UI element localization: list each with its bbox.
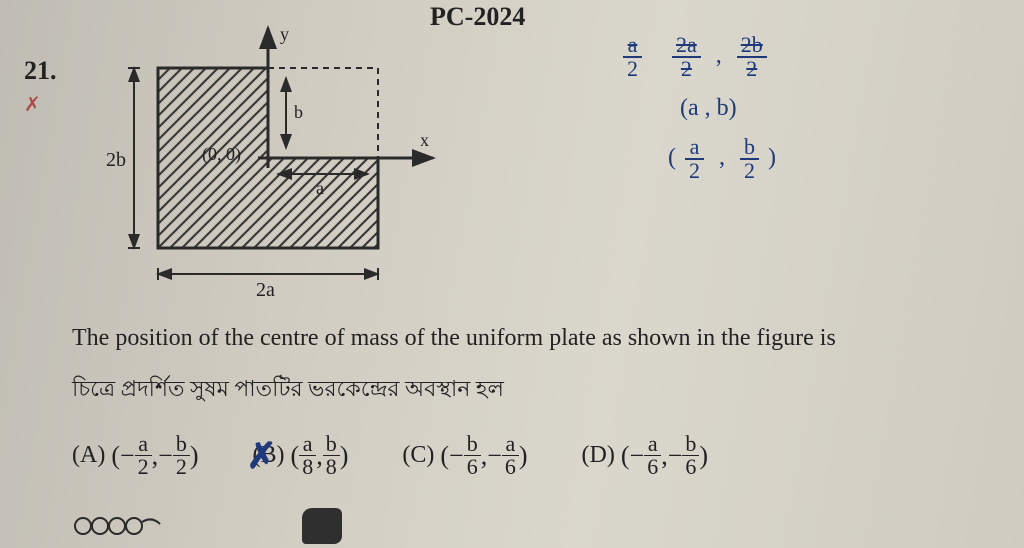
hand-b2-num: b: [740, 136, 759, 160]
option-a-label: (A): [72, 442, 105, 469]
option-d-label: (D): [582, 442, 615, 469]
hand-b2-den: 2: [740, 160, 759, 182]
question-statement-en: The position of the centre of mass of th…: [72, 320, 1000, 356]
y-axis-label: y: [280, 24, 289, 44]
figure: y x (0, 0) 2b 2a a: [88, 18, 448, 308]
option-c[interactable]: (C) (− b6 ,− a6): [402, 433, 527, 478]
question-number-block: 21. ✗: [24, 18, 64, 117]
hand-line-1: a2 2a2 , 2b2: [620, 34, 960, 80]
hand-2a-den: 2: [672, 58, 701, 80]
handwritten-notes: a2 2a2 , 2b2 (a , b) ( a2 , b2 ): [620, 34, 960, 192]
option-d[interactable]: (D) (− a6 ,− b6): [582, 433, 709, 478]
hand-line-3: ( a2 , b2 ): [620, 136, 960, 182]
x-axis-label: x: [420, 130, 429, 150]
diagram-svg: y x (0, 0) 2b 2a a: [88, 18, 448, 308]
hand-a2-den: 2: [685, 160, 704, 182]
page: PC-2024 21. ✗: [0, 0, 1024, 548]
option-b-mark: ✗: [247, 435, 277, 477]
options-row: (A) (− a2 ,− b2) ✗ (B) ( a8 , b8) (C) (−…: [72, 433, 1000, 478]
option-c-label: (C): [402, 442, 434, 469]
hand-2b: 2b: [741, 32, 763, 57]
hand-2b-den: 2: [737, 58, 767, 80]
option-a[interactable]: (A) (− a2 ,− b2): [72, 433, 199, 478]
hand-line-2: (a , b): [620, 90, 960, 126]
bottom-marks: [72, 508, 1000, 544]
ink-blot: [302, 508, 342, 544]
scribble-icon: [72, 514, 162, 538]
option-b[interactable]: ✗ (B) ( a8 , b8): [253, 433, 349, 478]
mark-star: ✗: [24, 92, 64, 117]
question-statement-bn: চিত্রে প্রদর্শিত সুষম পাতটির ভরকেন্দ্রের…: [72, 372, 1000, 409]
inner-a-label: a: [316, 178, 324, 198]
hand-2a: 2a: [676, 32, 697, 57]
inner-b-label: b: [294, 102, 303, 122]
question-number: 21.: [24, 18, 64, 86]
top-row: 21. ✗: [24, 18, 1000, 308]
origin-label: (0, 0): [202, 144, 241, 165]
width-label: 2a: [256, 279, 275, 301]
hand-a2-num: a: [685, 136, 704, 160]
height-label: 2b: [106, 149, 126, 171]
